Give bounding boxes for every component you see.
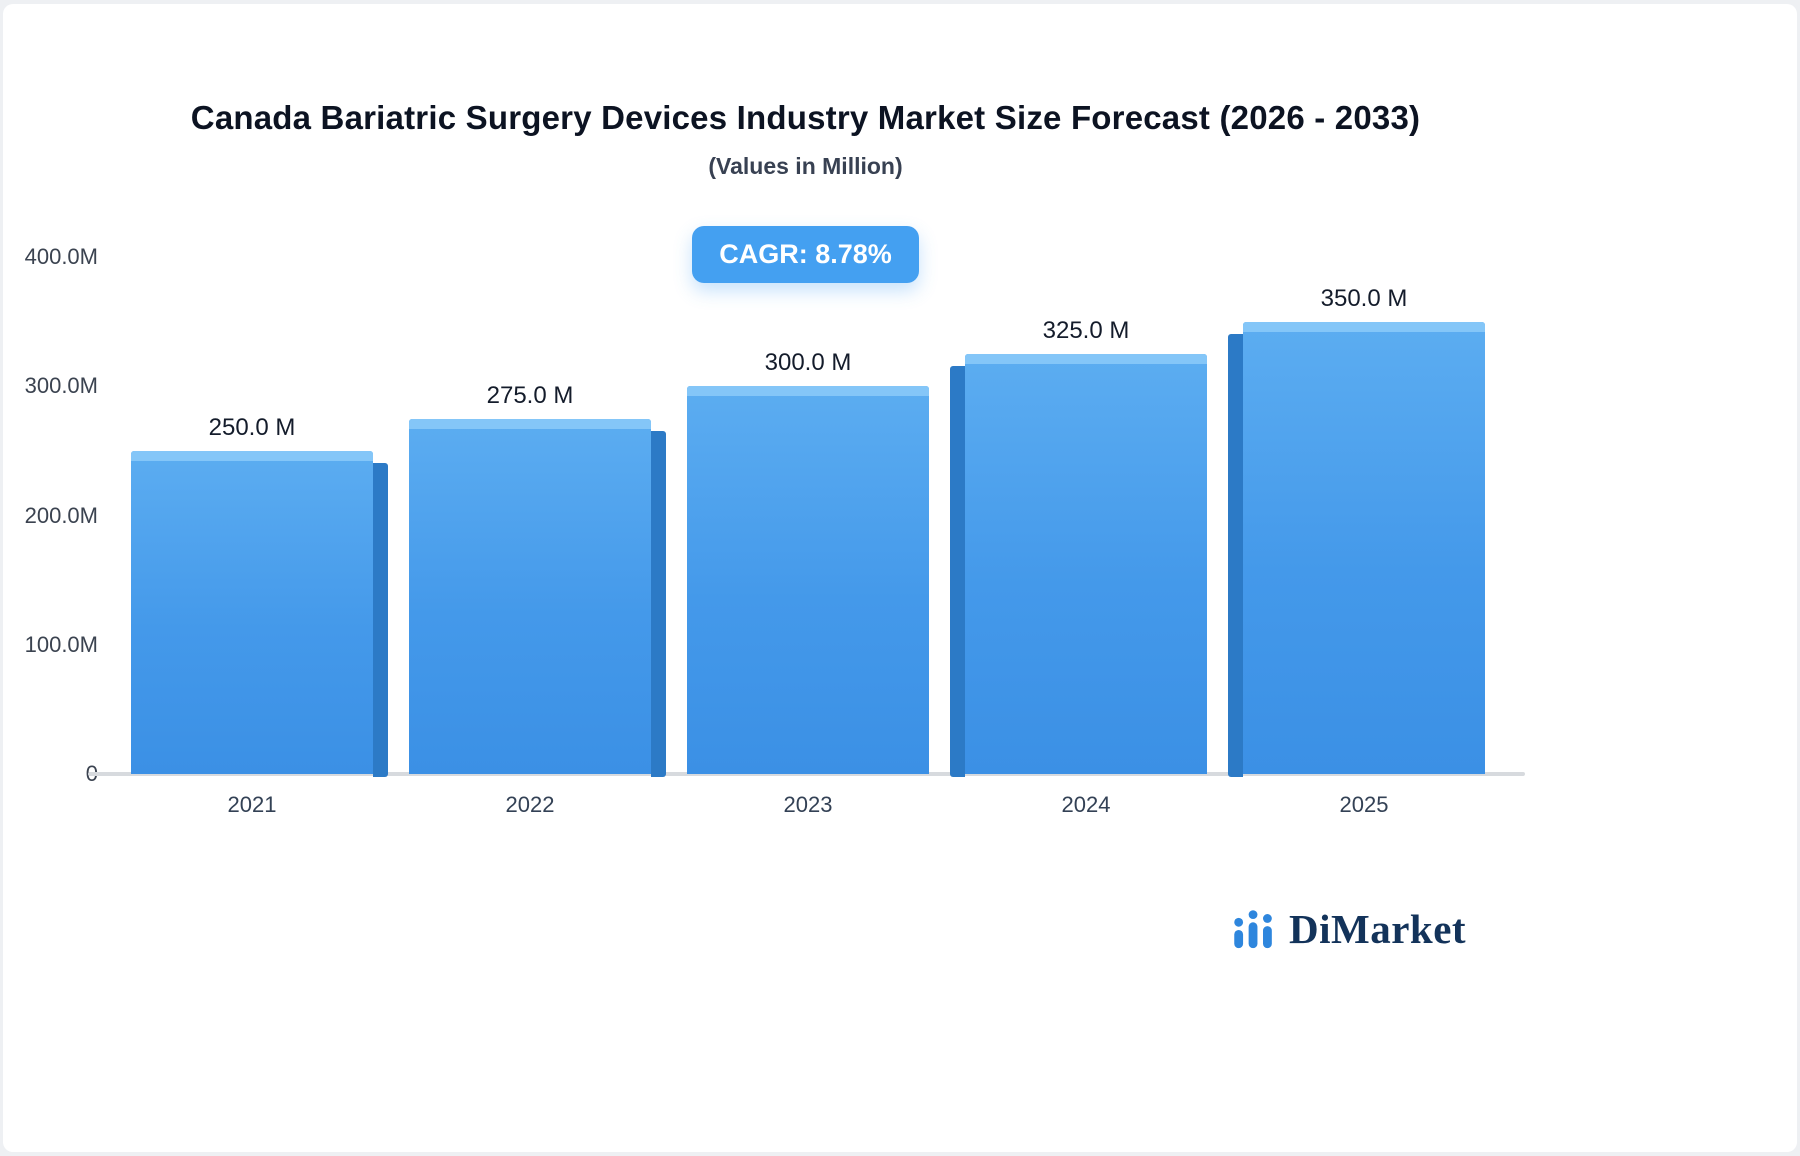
- x-axis-label: 2023: [783, 792, 833, 817]
- bar-2023: [687, 386, 929, 774]
- bar-value-label: 350.0 M: [1320, 284, 1408, 312]
- bar-2022: [409, 418, 666, 777]
- x-axis-label: 2021: [227, 792, 277, 817]
- x-axis-label: 2025: [1339, 792, 1389, 817]
- bar-3d-side: [651, 430, 666, 777]
- dimarket-logo: DiMarket: [1231, 905, 1466, 953]
- plot-area: 250.0 M 2021 275.0 M 2022 300.0 M 2023 325.0 M…: [113, 257, 1503, 817]
- bar-3d-side: [373, 462, 388, 777]
- y-tick-label: 400.0M: [24, 244, 98, 269]
- bar-2021: [131, 450, 388, 777]
- bar-top-cap: [1243, 321, 1485, 332]
- chart-subtitle: (Values in Million): [708, 153, 903, 179]
- cagr-badge-row: CAGR: 8.78%: [88, 226, 1523, 283]
- bar-3d-side: [1228, 333, 1243, 777]
- chart-title: Canada Bariatric Surgery Devices Industr…: [190, 99, 1421, 136]
- bar-value-label: 325.0 M: [1042, 316, 1130, 344]
- logo-text: DiMarket: [1289, 906, 1467, 952]
- y-tick-label: 300.0M: [24, 373, 98, 399]
- y-tick-label: 0: [3, 760, 98, 788]
- bar-top-cap: [687, 386, 929, 397]
- bar-value-label: 300.0 M: [764, 349, 852, 377]
- y-tick-label: 100.0M: [24, 631, 98, 657]
- bar-chart-dots-icon: [1234, 910, 1272, 949]
- x-axis-line: [88, 772, 1525, 776]
- chart-card: Canada Bariatric Surgery Devices Industr…: [3, 4, 1797, 1152]
- bar-top-cap: [409, 418, 651, 429]
- y-tick-label: 200.0M: [24, 502, 98, 528]
- bar-top-cap: [131, 450, 373, 461]
- bar-value-label: 275.0 M: [486, 381, 574, 409]
- bar-value-label: 250.0 M: [208, 413, 296, 441]
- bar-3d-side: [950, 365, 965, 777]
- x-axis-label: 2022: [505, 792, 555, 817]
- y-axis: 400.0M 300.0M 200.0M 100.0M 0: [3, 244, 98, 786]
- bar-2024: [950, 353, 1207, 777]
- bar-top-cap: [965, 353, 1207, 364]
- cagr-badge: CAGR: 8.78%: [692, 226, 919, 283]
- x-axis-label: 2024: [1061, 792, 1111, 817]
- bar-2025: [1228, 321, 1485, 777]
